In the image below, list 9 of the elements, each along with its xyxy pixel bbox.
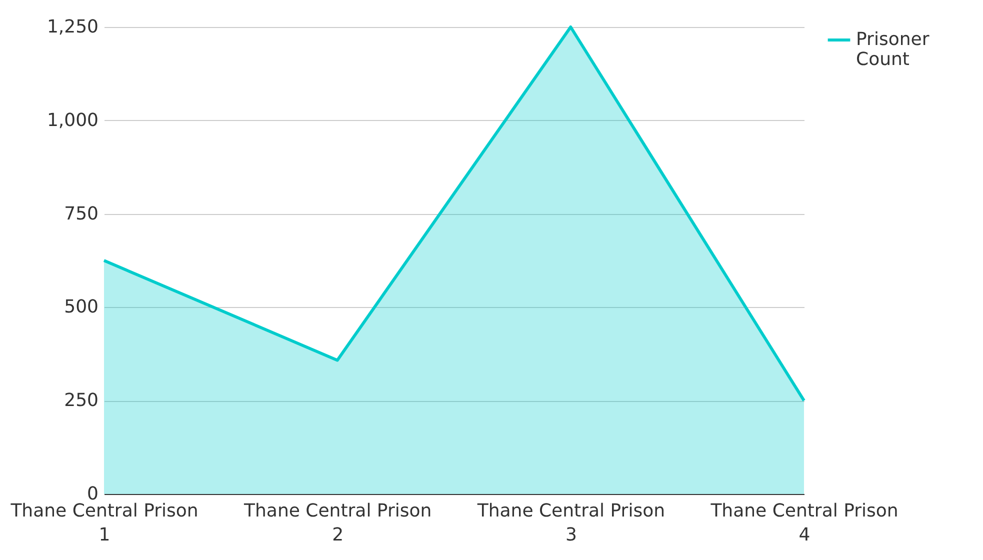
x-tick-label: Thane Central Prison 4 — [710, 500, 898, 546]
y-tick-label: 500 — [64, 296, 98, 318]
y-tick-label: 250 — [64, 390, 98, 412]
x-tick-label: Thane Central Prison 3 — [476, 500, 665, 546]
y-tick-label: 1,250 — [46, 16, 98, 38]
x-tick-label: Thane Central Prison 2 — [243, 500, 432, 546]
y-tick-label: 750 — [64, 203, 98, 224]
legend-label: Prisoner Count — [856, 29, 930, 70]
y-tick-label: 1,000 — [46, 110, 98, 131]
